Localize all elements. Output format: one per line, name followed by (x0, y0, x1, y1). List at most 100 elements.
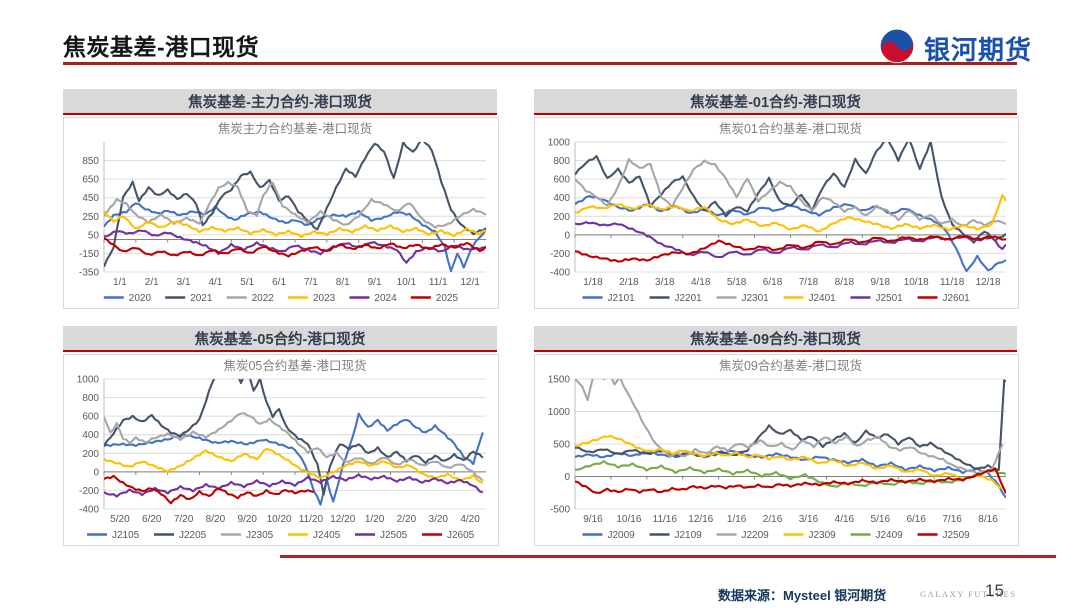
x-tick-label: 1/16 (727, 514, 747, 525)
x-tick-label: 3/20 (429, 514, 449, 525)
series-J2401 (575, 193, 1006, 233)
legend-label-J2305: J2305 (246, 530, 274, 541)
x-tick-label: 11/16 (653, 514, 678, 525)
series-J2209 (575, 379, 1004, 475)
x-tick-label: 8/18 (835, 277, 855, 288)
x-tick-label: 10/18 (904, 277, 929, 288)
series-J2509 (575, 467, 1006, 494)
x-tick-label: 2/1 (145, 277, 159, 288)
x-tick-label: 12/18 (976, 277, 1001, 288)
x-tick-label: 11/1 (429, 277, 448, 288)
x-tick-label: 5/18 (727, 277, 747, 288)
x-tick-label: 6/18 (763, 277, 783, 288)
chart-inner-title: 焦炭01合约基差-港口现货 (719, 121, 862, 136)
x-tick-label: 4/20 (460, 514, 480, 525)
legend-label-J2509: J2509 (943, 530, 971, 541)
x-tick-label: 10/16 (616, 514, 641, 525)
legend-label-J2201: J2201 (675, 293, 703, 304)
legend-label-J2405: J2405 (313, 530, 341, 541)
series-J2105 (104, 412, 484, 506)
legend-label-J2301: J2301 (742, 293, 770, 304)
y-tick-label: 800 (82, 393, 99, 404)
y-tick-label: 200 (553, 212, 570, 223)
y-tick-label: -200 (550, 249, 570, 260)
logo-text: 银河期货 (924, 35, 1033, 65)
y-tick-label: 50 (88, 230, 100, 241)
footer-rule (280, 555, 1056, 558)
y-tick-label: -400 (79, 505, 99, 516)
legend-label-J2101: J2101 (608, 293, 636, 304)
x-tick-label: 12/1 (460, 277, 480, 288)
x-tick-label: 11/20 (299, 514, 324, 525)
series-2024 (104, 229, 486, 264)
chart-inner-title: 焦炭05合约基差-港口现货 (223, 358, 366, 373)
x-tick-label: 2/20 (397, 514, 417, 525)
legend-label-J2105: J2105 (112, 530, 140, 541)
legend-label-J2009: J2009 (608, 530, 636, 541)
x-tick-label: 7/18 (799, 277, 819, 288)
x-tick-label: 9/18 (871, 277, 891, 288)
chart-09-contract-svg: 焦炭09合约基差-港口现货 1500 1000 500 0 -500 9/16 10/16 11… (548, 358, 1006, 541)
y-tick-label: 400 (553, 193, 570, 204)
x-tick-label: 7/1 (304, 277, 318, 288)
panel-title-01-contract: 焦炭基差-01合约-港口现货 (534, 89, 1017, 115)
title-underline (63, 62, 1017, 65)
data-source-text: 数据来源：Mysteel 银河期货 (718, 588, 887, 603)
legend-label-2021: 2021 (190, 293, 213, 304)
chart-01-contract: 焦炭01合约基差-港口现货 1000 800 600 400 200 0 -200 -400 1/… (534, 117, 1019, 309)
x-tick-label: 4/18 (691, 277, 711, 288)
y-tick-label: 0 (564, 230, 570, 241)
y-tick-label: 1000 (548, 138, 571, 149)
y-tick-label: 0 (93, 467, 99, 478)
x-tick-label: 8/1 (336, 277, 350, 288)
x-tick-label: 7/16 (942, 514, 962, 525)
series-J2201 (575, 142, 1006, 244)
legend-label-J2209: J2209 (742, 530, 770, 541)
y-tick-label: 1000 (548, 407, 571, 418)
legend-label-2024: 2024 (374, 293, 397, 304)
series-J2605 (104, 474, 315, 505)
x-tick-label: 1/20 (365, 514, 385, 525)
y-tick-label: -400 (550, 268, 570, 279)
legend-label-2020: 2020 (129, 293, 152, 304)
series-J2205 (104, 379, 484, 496)
x-tick-label: 10/1 (397, 277, 417, 288)
y-tick-label: 800 (553, 156, 570, 167)
chart-inner-title: 焦炭09合约基差-港口现货 (719, 358, 862, 373)
y-tick-label: 250 (82, 212, 99, 223)
y-tick-label: -200 (79, 486, 99, 497)
y-tick-label: 650 (82, 175, 99, 186)
x-tick-label: 6/20 (142, 514, 162, 525)
legend-label-J2409: J2409 (876, 530, 904, 541)
series-J2405 (104, 447, 484, 484)
panel-title-05-contract: 焦炭基差-05合约-港口现货 (63, 326, 497, 352)
y-tick-label: -350 (79, 268, 99, 279)
chart-01-contract-svg: 焦炭01合约基差-港口现货 1000 800 600 400 200 0 -200 -400 1/… (548, 121, 1006, 304)
y-tick-label: 1500 (548, 375, 571, 386)
series-2025 (104, 237, 486, 258)
x-tick-label: 4/16 (835, 514, 855, 525)
legend-label-J2605: J2605 (447, 530, 475, 541)
x-tick-label: 6/16 (906, 514, 926, 525)
chart-05-contract-svg: 焦炭05合约基差-港口现货 1000 800 600 400 200 0 -200 -400 5/… (77, 358, 486, 541)
legend-label-2023: 2023 (313, 293, 336, 304)
legend-label-J2109: J2109 (675, 530, 703, 541)
y-tick-label: 1000 (77, 375, 100, 386)
y-tick-label: 200 (82, 449, 99, 460)
x-tick-label: 3/16 (799, 514, 819, 525)
legend-label-J2505: J2505 (380, 530, 408, 541)
y-tick-label: 850 (82, 156, 99, 167)
series-2023 (104, 210, 486, 239)
y-tick-label: 400 (82, 430, 99, 441)
x-tick-label: 1/18 (583, 277, 603, 288)
legend-label-J2205: J2205 (179, 530, 207, 541)
series-J2505 (104, 473, 484, 498)
x-tick-label: 9/16 (583, 514, 603, 525)
brand-en-text: GALAXY FUTURES (920, 589, 1017, 599)
y-tick-label: 500 (553, 440, 570, 451)
x-tick-label: 9/1 (368, 277, 382, 288)
x-tick-label: 12/20 (330, 514, 355, 525)
legend-label-J2401: J2401 (809, 293, 837, 304)
series-J2109 (575, 379, 1006, 471)
